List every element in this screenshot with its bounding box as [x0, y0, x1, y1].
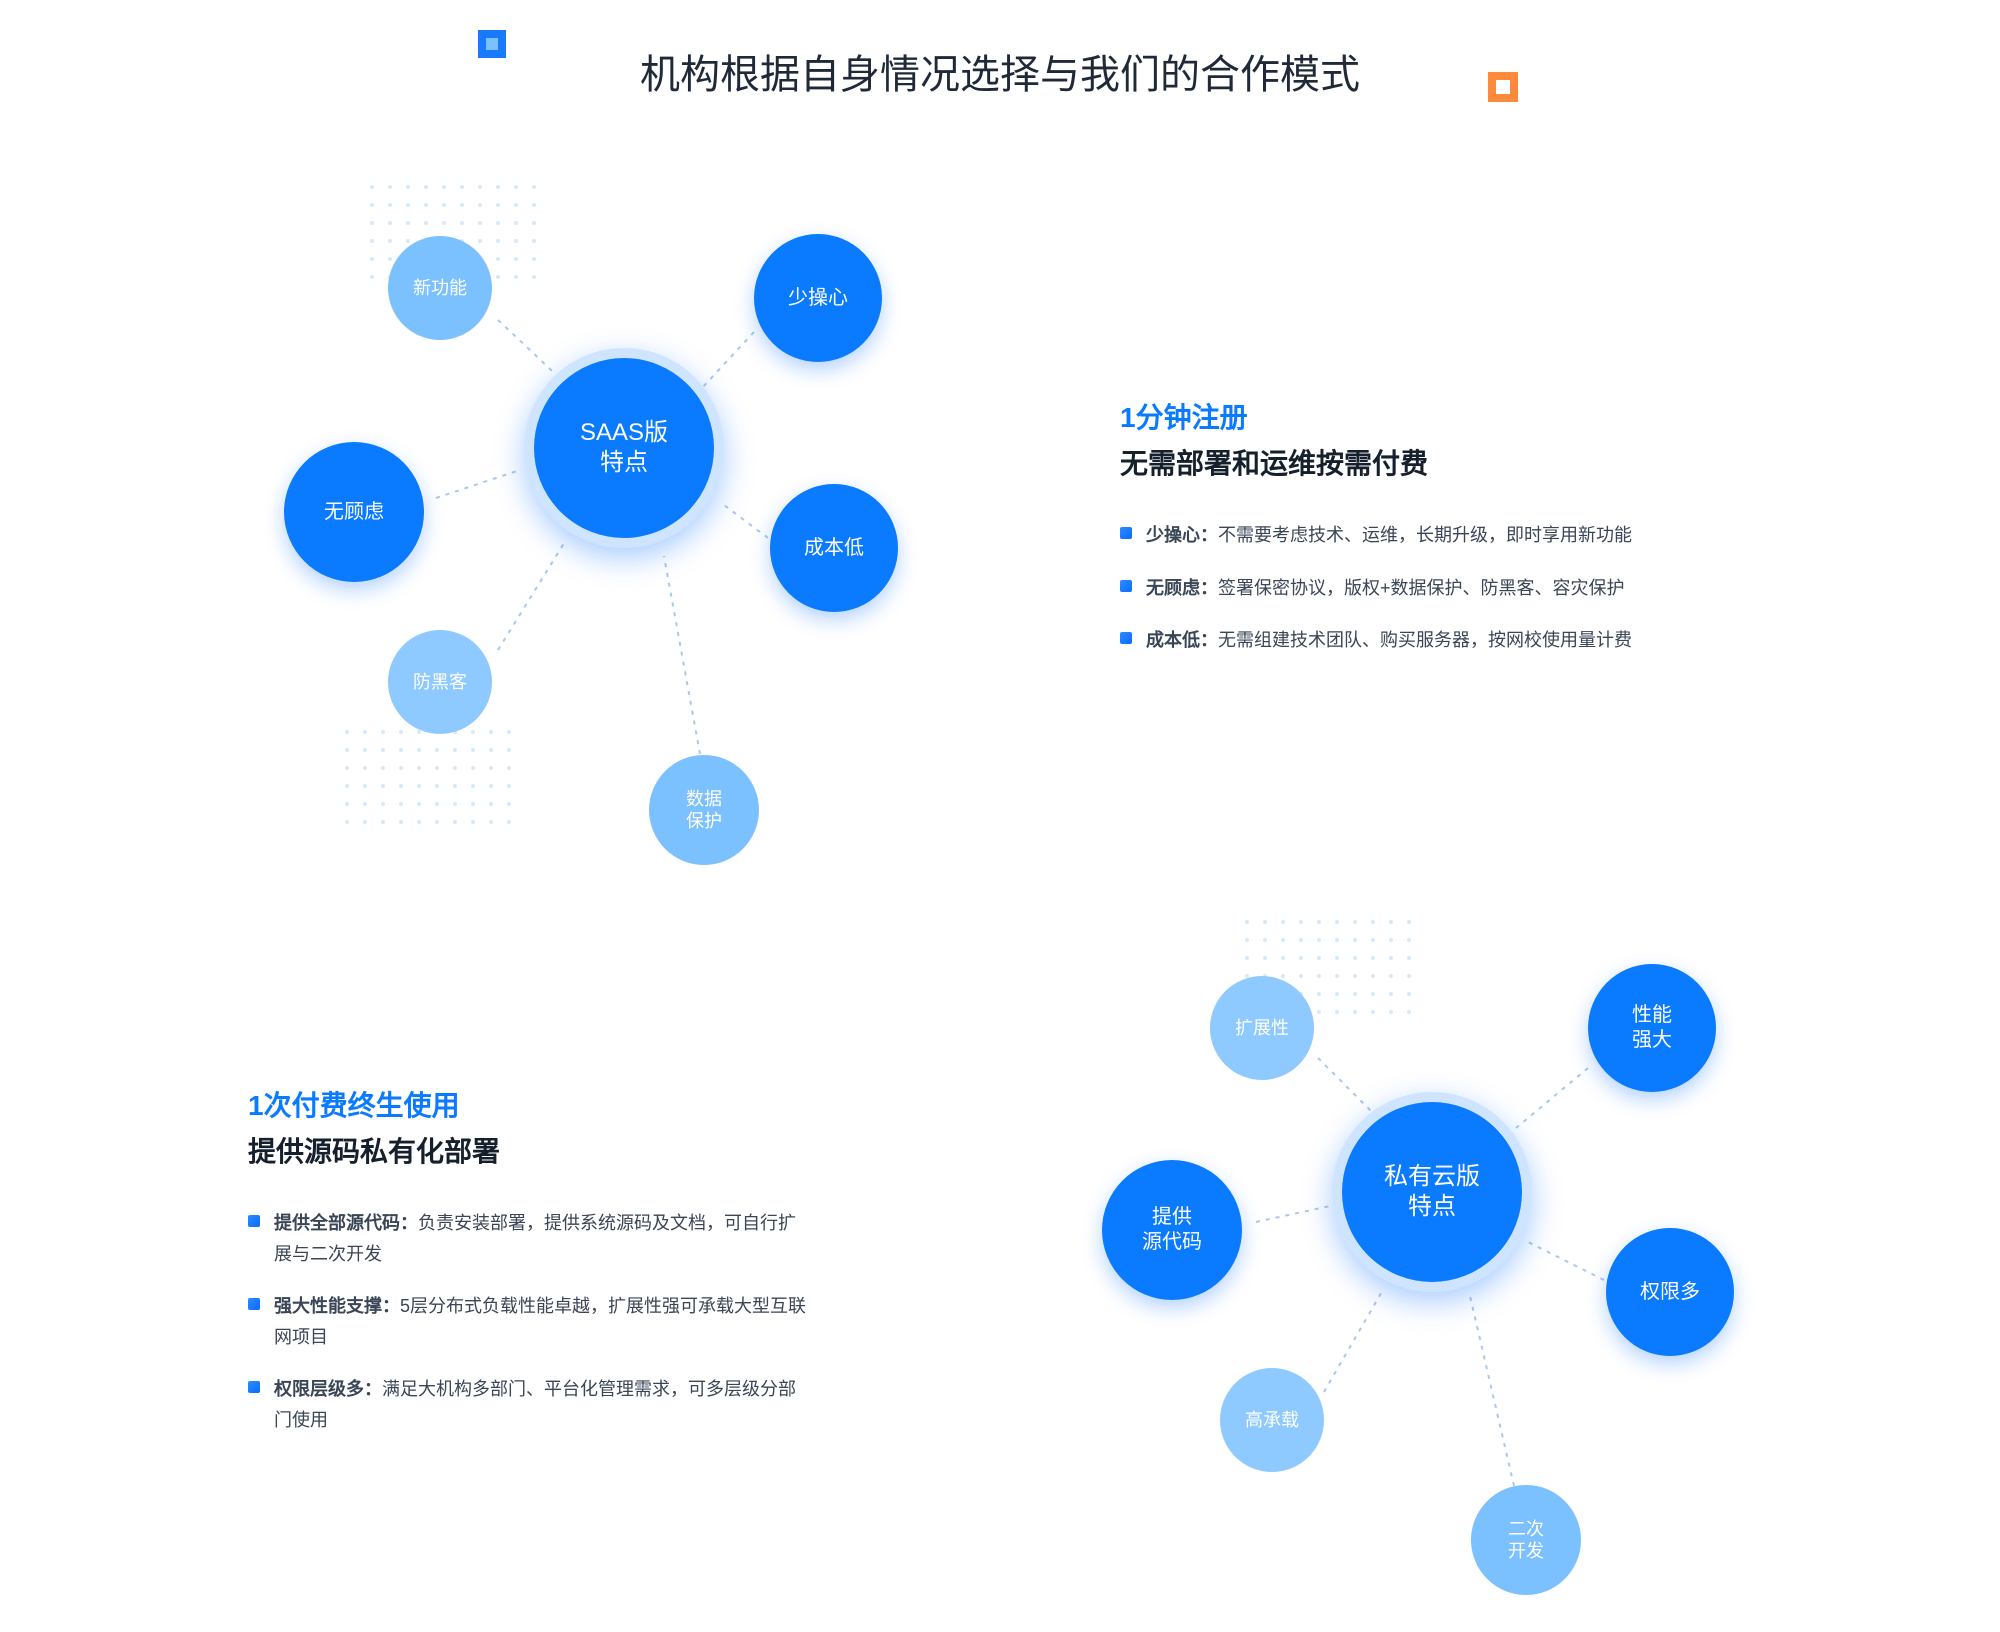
bullet-text: 提供全部源代码：负责安装部署，提供系统源码及文档，可自行扩展与二次开发 — [274, 1208, 808, 1269]
bullet-marker-icon — [248, 1215, 260, 1227]
bullet-label: 提供全部源代码： — [274, 1213, 418, 1233]
bubble-label: 私有云版 — [1384, 1162, 1480, 1192]
headline-accent: 1分钟注册 — [1120, 396, 1720, 436]
title-accent-left — [478, 30, 506, 58]
bullet-marker-icon — [1120, 632, 1132, 644]
bubble-label: 权限多 — [1640, 1280, 1700, 1305]
headline-accent: 1次付费终生使用 — [248, 1084, 808, 1124]
bubble-label: 数据 — [686, 788, 722, 811]
bubble-label: 防黑客 — [413, 671, 467, 694]
bullet-label: 权限层级多： — [274, 1379, 382, 1399]
bubble-label: 二次 — [1508, 1518, 1544, 1541]
bubble-label: 提供 — [1142, 1205, 1202, 1230]
diagram-satellite-section1-5: 数据保护 — [649, 755, 759, 865]
bullet-text: 强大性能支撑：5层分布式负载性能卓越，扩展性强可承载大型互联网项目 — [274, 1291, 808, 1352]
bullet-label: 强大性能支撑： — [274, 1296, 400, 1316]
diagram-satellite-section1-3: 成本低 — [770, 484, 898, 612]
bullet-marker-icon — [1120, 527, 1132, 539]
bullet-marker-icon — [248, 1381, 260, 1393]
bullet-label: 成本低： — [1146, 630, 1218, 650]
bubble-label: 新功能 — [413, 277, 467, 300]
bullet-item: 无顾虑：签署保密协议，版权+数据保护、防黑客、容灾保护 — [1120, 573, 1720, 604]
diagram-satellite-section2-3: 权限多 — [1606, 1228, 1734, 1356]
bullet-text: 成本低：无需组建技术团队、购买服务器，按网校使用量计费 — [1146, 625, 1632, 656]
bubble-label: 高承载 — [1245, 1409, 1299, 1432]
diagram-satellite-section1-2: 无顾虑 — [284, 442, 424, 582]
bullet-item: 少操心：不需要考虑技术、运维，长期升级，即时享用新功能 — [1120, 520, 1720, 551]
bullet-text: 无顾虑：签署保密协议，版权+数据保护、防黑客、容灾保护 — [1146, 573, 1625, 604]
bullet-marker-icon — [1120, 580, 1132, 592]
headline-main: 无需部署和运维按需付费 — [1120, 442, 1720, 482]
bubble-label: 强大 — [1632, 1028, 1672, 1053]
diagram-satellite-section1-0: 新功能 — [388, 236, 492, 340]
section2-text-block: 1次付费终生使用提供源码私有化部署提供全部源代码：负责安装部署，提供系统源码及文… — [248, 1084, 808, 1458]
bullet-label: 少操心： — [1146, 525, 1218, 545]
bubble-label: 开发 — [1508, 1540, 1544, 1563]
dot-grid — [345, 730, 511, 824]
bullet-text: 权限层级多：满足大机构多部门、平台化管理需求，可多层级分部门使用 — [274, 1374, 808, 1435]
bubble-label: 无顾虑 — [324, 500, 384, 525]
bullet-body: 签署保密协议，版权+数据保护、防黑客、容灾保护 — [1218, 578, 1625, 598]
headline-main: 提供源码私有化部署 — [248, 1130, 808, 1170]
page-title: 机构根据自身情况选择与我们的合作模式 — [0, 42, 2000, 100]
bubble-label: 扩展性 — [1235, 1017, 1289, 1040]
bubble-label: 特点 — [580, 448, 668, 478]
bullet-label: 无顾虑： — [1146, 578, 1218, 598]
diagram-satellite-section2-1: 性能强大 — [1588, 964, 1716, 1092]
bullet-item: 强大性能支撑：5层分布式负载性能卓越，扩展性强可承载大型互联网项目 — [248, 1291, 808, 1352]
diagram-center-section2-center: 私有云版特点 — [1332, 1092, 1532, 1292]
section1-text-block: 1分钟注册无需部署和运维按需付费少操心：不需要考虑技术、运维，长期升级，即时享用… — [1120, 396, 1720, 678]
diagram-satellite-section2-0: 扩展性 — [1210, 976, 1314, 1080]
diagram-satellite-section1-1: 少操心 — [754, 234, 882, 362]
bullet-item: 提供全部源代码：负责安装部署，提供系统源码及文档，可自行扩展与二次开发 — [248, 1208, 808, 1269]
bubble-label: 源代码 — [1142, 1230, 1202, 1255]
bubble-label: 保护 — [686, 810, 722, 833]
diagram-center-section1-center: SAAS版特点 — [524, 348, 724, 548]
bubble-label: 成本低 — [804, 536, 864, 561]
bullet-item: 成本低：无需组建技术团队、购买服务器，按网校使用量计费 — [1120, 625, 1720, 656]
bullet-body: 不需要考虑技术、运维，长期升级，即时享用新功能 — [1218, 525, 1632, 545]
bullet-item: 权限层级多：满足大机构多部门、平台化管理需求，可多层级分部门使用 — [248, 1374, 808, 1435]
title-accent-right — [1488, 72, 1518, 102]
bullet-text: 少操心：不需要考虑技术、运维，长期升级，即时享用新功能 — [1146, 520, 1632, 551]
bubble-label: SAAS版 — [580, 418, 668, 448]
bullet-marker-icon — [248, 1298, 260, 1310]
diagram-satellite-section2-2: 提供源代码 — [1102, 1160, 1242, 1300]
diagram-satellite-section1-4: 防黑客 — [388, 630, 492, 734]
bullet-body: 无需组建技术团队、购买服务器，按网校使用量计费 — [1218, 630, 1632, 650]
bubble-label: 性能 — [1632, 1003, 1672, 1028]
bubble-label: 特点 — [1384, 1192, 1480, 1222]
diagram-satellite-section2-5: 二次开发 — [1471, 1485, 1581, 1595]
diagram-satellite-section2-4: 高承载 — [1220, 1368, 1324, 1472]
bubble-label: 少操心 — [788, 286, 848, 311]
